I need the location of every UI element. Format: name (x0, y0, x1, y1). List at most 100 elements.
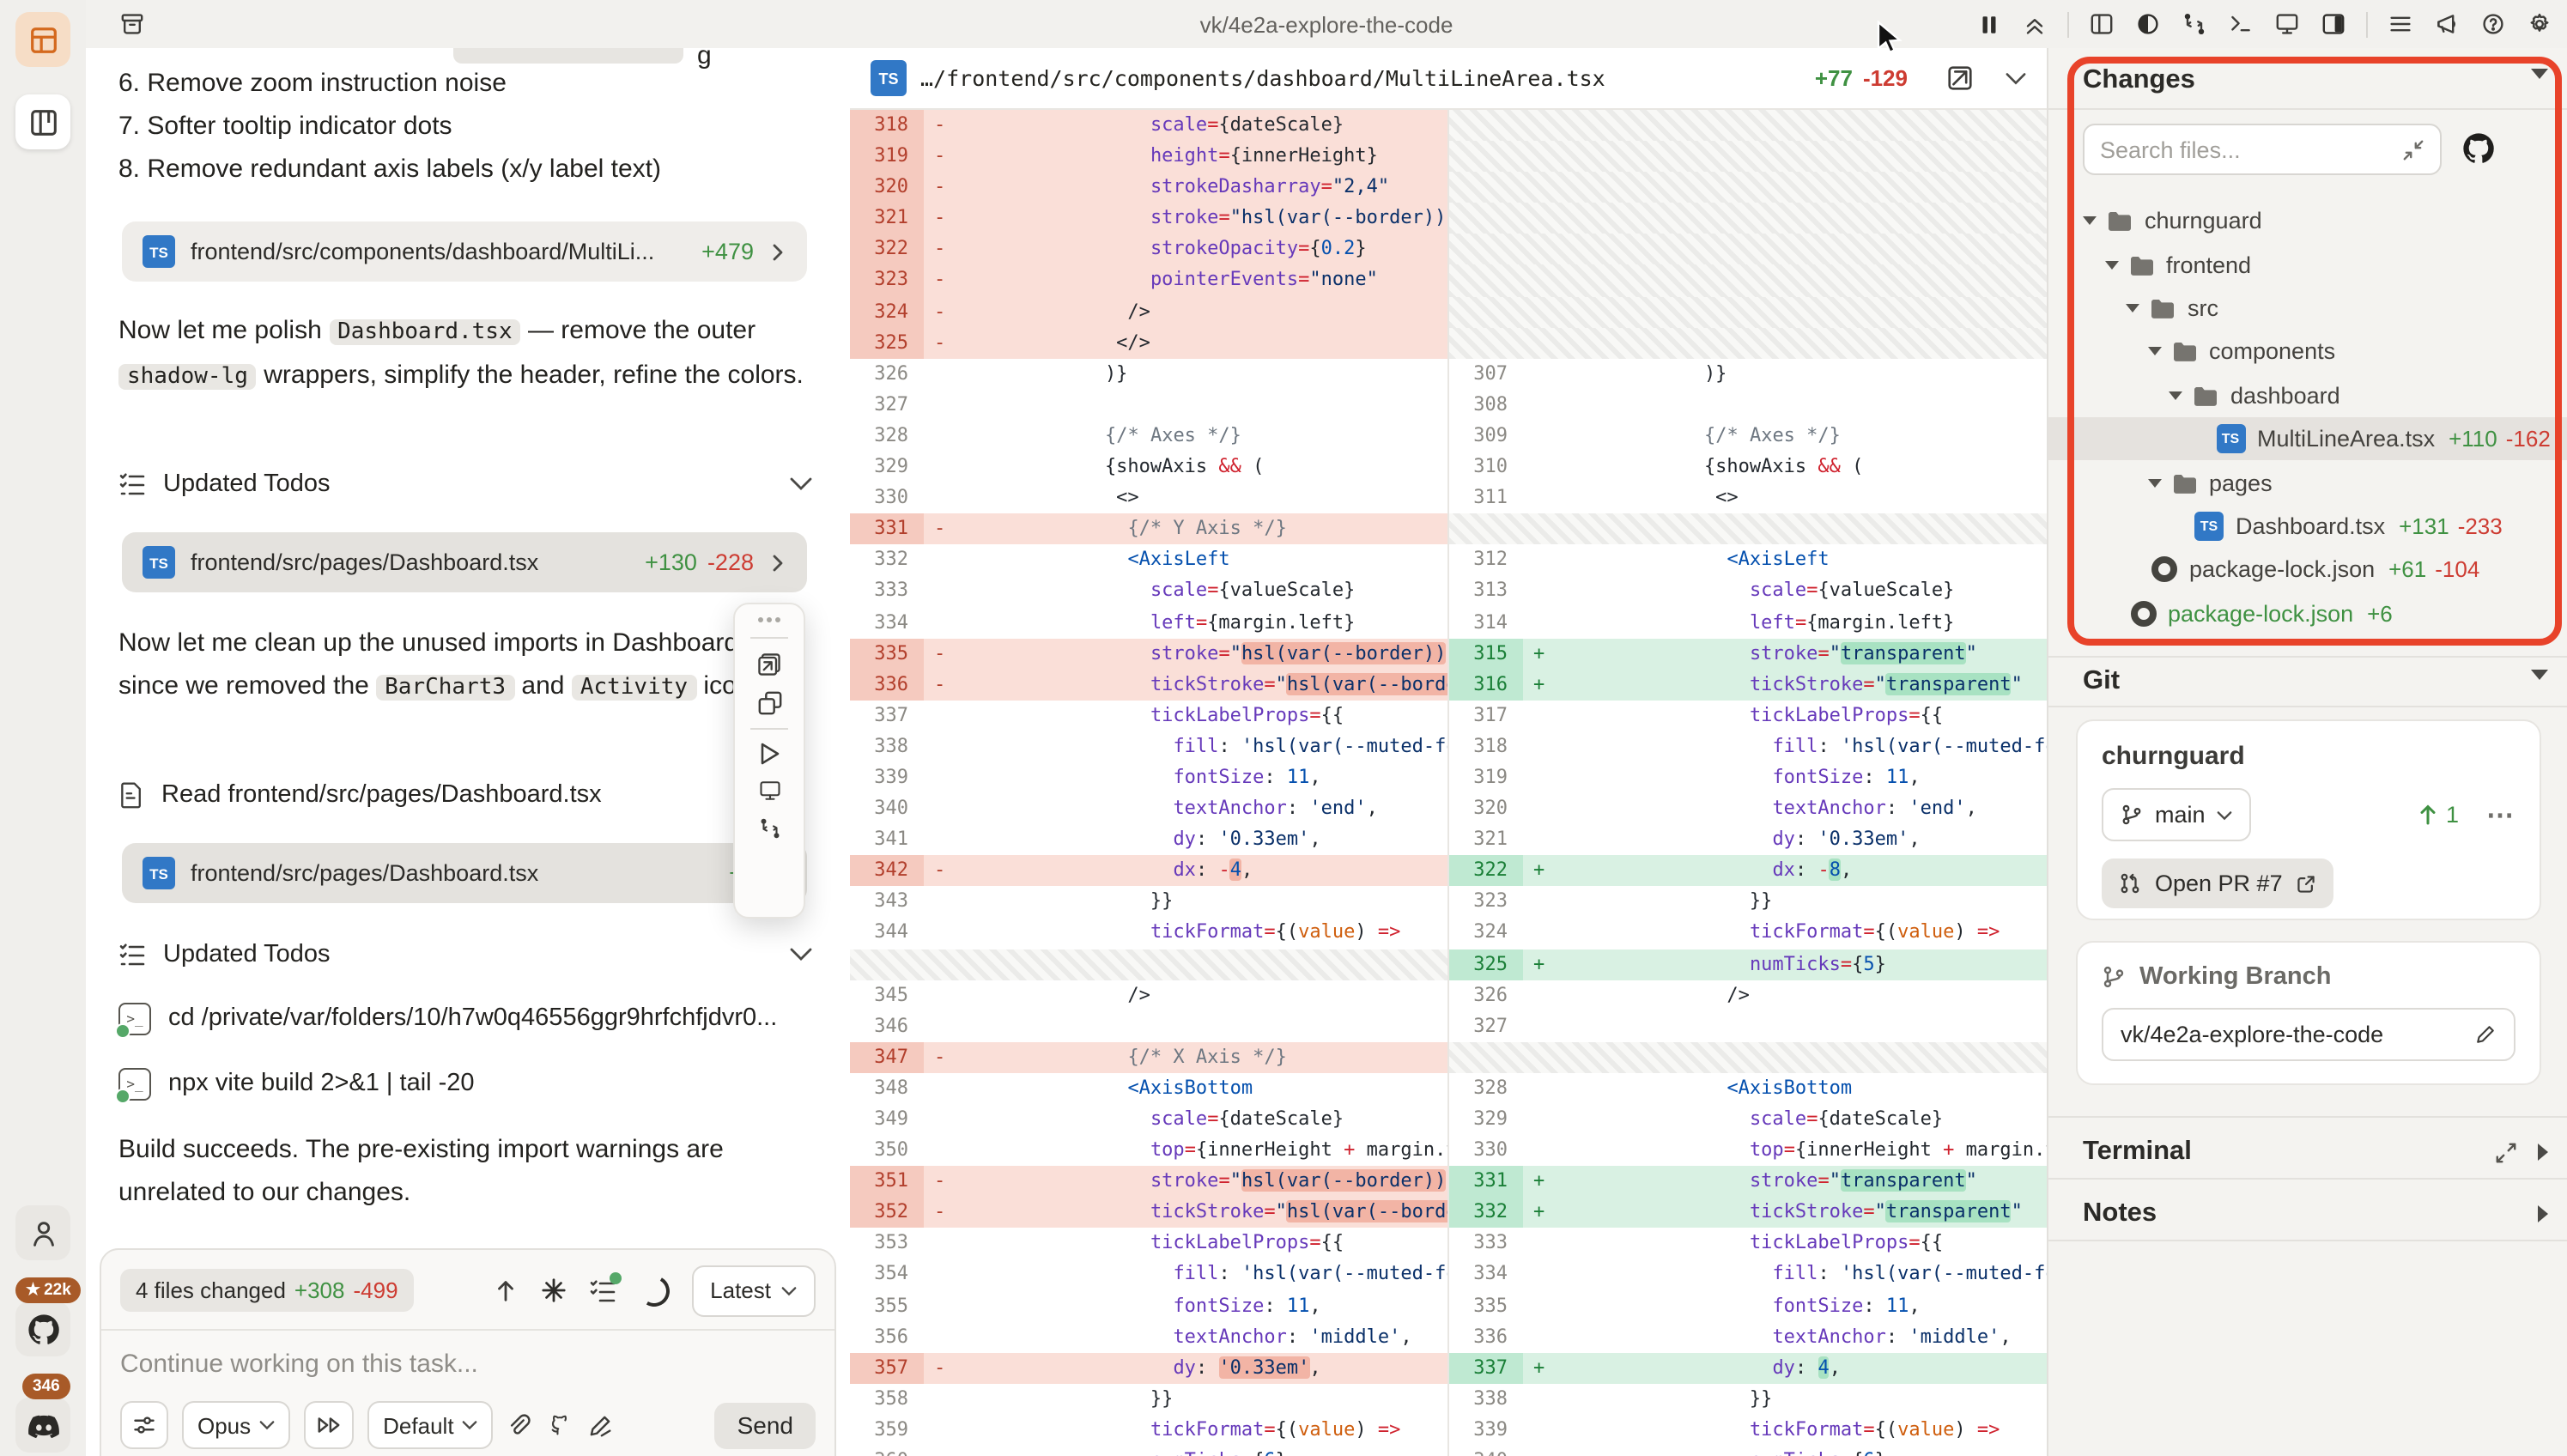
line-number[interactable]: 328 (1473, 1076, 1508, 1099)
file-diff-chip[interactable]: TS frontend/src/components/dashboard/Mul… (122, 221, 807, 282)
files-changed-chip[interactable]: 4 files changed +308 -499 (120, 1269, 414, 1312)
line-number[interactable]: 336 (1473, 1325, 1508, 1348)
terminal-toggle-button[interactable] (2227, 10, 2254, 38)
tree-file-MultiLineArea.tsx[interactable]: TS MultiLineArea.tsx +110 -162 (2048, 416, 2567, 461)
notes-section-header[interactable]: Notes (2083, 1192, 2548, 1236)
line-number[interactable]: 343 (874, 889, 908, 913)
line-number[interactable]: 323 (850, 264, 924, 297)
line-number[interactable]: 337 (874, 703, 908, 726)
caret-down-icon[interactable] (2104, 260, 2118, 270)
line-number[interactable]: 327 (874, 392, 908, 416)
line-number[interactable]: 329 (1473, 1107, 1508, 1130)
line-number[interactable]: 347 (850, 1041, 924, 1073)
collapse-diff-button[interactable] (2006, 71, 2026, 85)
changes-collapse-button[interactable] (2531, 69, 2548, 110)
line-number[interactable]: 355 (874, 1294, 908, 1317)
toggle-right-panel-button[interactable] (2320, 10, 2347, 38)
terminal-section-header[interactable]: Terminal (2083, 1130, 2548, 1174)
line-number[interactable]: 358 (874, 1386, 908, 1410)
expand-icon[interactable] (2495, 1141, 2517, 1163)
tree-folder-dashboard[interactable]: dashboard (2048, 373, 2567, 417)
settings-sliders-button[interactable] (120, 1401, 168, 1449)
line-number[interactable]: 331 (850, 513, 924, 545)
line-number[interactable]: 329 (874, 455, 908, 478)
line-number[interactable]: 330 (874, 486, 908, 509)
line-number[interactable]: 320 (850, 172, 924, 203)
updated-todos-row[interactable]: Updated Todos (118, 936, 812, 974)
line-number[interactable]: 319 (850, 141, 924, 173)
compare-changes-button[interactable] (756, 816, 782, 841)
caret-down-icon[interactable] (2126, 303, 2139, 312)
line-number[interactable]: 337 (1449, 1352, 1523, 1384)
line-number[interactable]: 332 (874, 548, 908, 571)
caret-down-icon[interactable] (2169, 391, 2182, 400)
line-number[interactable]: 324 (1473, 920, 1508, 943)
line-number[interactable]: 333 (874, 579, 908, 602)
line-number[interactable]: 319 (1473, 765, 1508, 788)
kanban-view-button[interactable] (15, 94, 70, 149)
model-dropdown[interactable]: Opus (182, 1401, 291, 1449)
terminal-command-row[interactable]: >_ npx vite build 2>&1 | tail -20 (115, 1065, 812, 1103)
tree-folder-pages[interactable]: pages (2048, 461, 2567, 505)
open-in-preview-button[interactable] (756, 778, 782, 804)
pencil-icon[interactable] (2474, 1023, 2497, 1046)
caret-down-icon[interactable] (2147, 478, 2161, 488)
line-number[interactable]: 357 (850, 1352, 924, 1384)
collapse-all-button[interactable] (2021, 10, 2048, 38)
line-number[interactable]: 342 (850, 855, 924, 887)
run-button[interactable] (757, 742, 781, 766)
tree-file-package-lock.json[interactable]: package-lock.json +6 (2048, 592, 2567, 635)
scroll-to-top-button[interactable] (492, 1277, 518, 1303)
auto-mode-button[interactable] (540, 1277, 566, 1303)
github-button[interactable] (15, 1301, 70, 1356)
terminal-command-row[interactable]: >_ cd /private/var/folders/10/h7w0q46556… (115, 999, 812, 1038)
line-number[interactable]: 339 (1473, 1417, 1508, 1441)
line-number[interactable]: 352 (850, 1197, 924, 1228)
line-number[interactable]: 321 (1473, 828, 1508, 851)
line-number[interactable]: 322 (1449, 855, 1523, 887)
line-number[interactable]: 344 (874, 920, 908, 943)
git-more-button[interactable]: ⋯ (2486, 801, 2515, 830)
menu-button[interactable] (2387, 10, 2414, 38)
dictation-pen-button[interactable] (588, 1412, 614, 1438)
line-number[interactable]: 307 (1473, 361, 1508, 385)
archive-button[interactable] (118, 10, 146, 38)
line-number[interactable]: 313 (1473, 579, 1508, 602)
minimize-icon[interactable] (2402, 138, 2424, 161)
line-number[interactable]: 327 (1473, 1014, 1508, 1037)
line-number[interactable]: 314 (1473, 610, 1508, 633)
line-number[interactable]: 317 (1473, 703, 1508, 726)
line-number[interactable]: 339 (874, 765, 908, 788)
line-number[interactable]: 354 (874, 1262, 908, 1285)
line-number[interactable]: 360 (850, 1446, 924, 1456)
copy-button[interactable] (756, 690, 782, 716)
theme-contrast-button[interactable] (2134, 10, 2162, 38)
settings-button[interactable] (2526, 10, 2553, 38)
git-compare-button[interactable] (2181, 10, 2208, 38)
help-button[interactable] (2479, 10, 2507, 38)
todos-status-button[interactable] (588, 1271, 622, 1304)
line-number[interactable]: 336 (850, 669, 924, 701)
line-number[interactable]: 324 (850, 296, 924, 328)
line-number[interactable]: 328 (874, 423, 908, 446)
line-number[interactable]: 349 (874, 1107, 908, 1130)
line-number[interactable]: 312 (1473, 548, 1508, 571)
discord-button[interactable] (15, 1398, 70, 1453)
github-context-button[interactable] (547, 1411, 574, 1439)
message-input[interactable]: Continue working on this task... (120, 1350, 478, 1379)
line-number[interactable]: 325 (1449, 949, 1523, 980)
caret-down-icon[interactable] (2083, 216, 2097, 226)
line-number[interactable]: 353 (874, 1231, 908, 1254)
github-sync-button[interactable] (2461, 130, 2497, 167)
line-number[interactable]: 341 (874, 828, 908, 851)
line-number[interactable]: 320 (1473, 797, 1508, 820)
line-number[interactable]: 359 (874, 1417, 908, 1441)
line-number[interactable]: 334 (874, 610, 908, 633)
caret-down-icon[interactable] (2147, 347, 2161, 356)
line-number[interactable]: 318 (1473, 734, 1508, 757)
send-button[interactable]: Send (714, 1402, 816, 1448)
line-number[interactable]: 338 (1473, 1386, 1508, 1410)
version-dropdown[interactable]: Latest (691, 1265, 816, 1316)
line-number[interactable]: 356 (874, 1325, 908, 1348)
line-number[interactable]: 335 (1473, 1294, 1508, 1317)
